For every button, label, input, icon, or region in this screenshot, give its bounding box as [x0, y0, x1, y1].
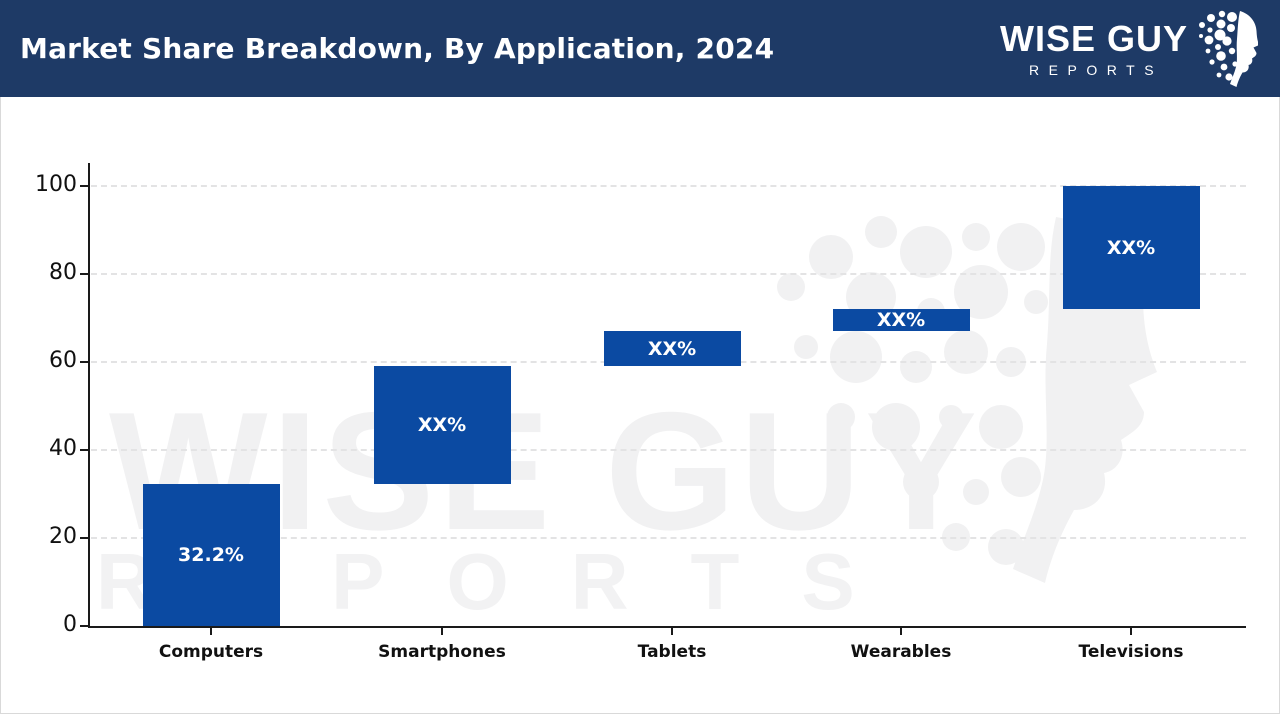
bar-value-label-televisions: XX% — [1106, 236, 1156, 259]
y-tick-80 — [80, 273, 88, 275]
gridline-20 — [91, 537, 1246, 539]
x-tick-televisions — [1130, 628, 1132, 635]
x-tick-label-computers: Computers — [158, 642, 264, 662]
y-tick-label-100: 100 — [35, 172, 77, 197]
y-tick-40 — [80, 449, 88, 451]
x-axis-line — [88, 626, 1246, 628]
y-tick-label-40: 40 — [49, 436, 77, 461]
bar-value-label-computers: 32.2% — [178, 544, 244, 567]
gridline-80 — [91, 273, 1246, 275]
bar-value-label-wearables: XX% — [876, 309, 926, 332]
y-tick-20 — [80, 537, 88, 539]
x-tick-label-tablets: Tablets — [637, 642, 707, 662]
y-tick-label-0: 0 — [63, 612, 77, 637]
y-tick-60 — [80, 361, 88, 363]
y-tick-100 — [80, 185, 88, 187]
gridline-40 — [91, 449, 1246, 451]
x-tick-wearables — [900, 628, 902, 635]
x-tick-computers — [210, 628, 212, 635]
wiseguy-logo-text: WISE GUY REPORTS — [999, 17, 1188, 78]
bar-smartphones: XX% — [373, 366, 511, 485]
wiseguy-logo: WISE GUY REPORTS — [1000, 9, 1258, 89]
chart-plot-area: WISE GUY REPORTS 0 20 40 60 80 100 32.2% Comput… — [0, 97, 1280, 714]
y-tick-0 — [80, 625, 88, 627]
gridline-100 — [91, 185, 1246, 187]
bar-value-label-tablets: XX% — [647, 337, 697, 360]
wiseguy-head-icon — [1199, 10, 1258, 87]
bar-computers: 32.2% — [142, 484, 280, 626]
y-tick-label-60: 60 — [49, 348, 77, 373]
bar-value-label-smartphones: XX% — [417, 414, 467, 437]
x-tick-tablets — [671, 628, 673, 635]
bar-wearables: XX% — [832, 309, 970, 332]
logo-subtitle: REPORTS — [1029, 61, 1164, 78]
x-tick-label-wearables: Wearables — [850, 642, 952, 662]
y-axis-line — [88, 163, 90, 628]
x-tick-smartphones — [441, 628, 443, 635]
bar-tablets: XX% — [603, 331, 741, 367]
page-title: Market Share Breakdown, By Application, … — [20, 32, 775, 65]
header-bar: Market Share Breakdown, By Application, … — [0, 0, 1280, 97]
x-tick-label-smartphones: Smartphones — [378, 642, 506, 662]
logo-wordmark: WISE GUY — [999, 17, 1188, 59]
y-tick-label-80: 80 — [49, 260, 77, 285]
y-tick-label-20: 20 — [49, 524, 77, 549]
x-tick-label-televisions: Televisions — [1078, 642, 1184, 662]
bar-televisions: XX% — [1062, 186, 1200, 310]
